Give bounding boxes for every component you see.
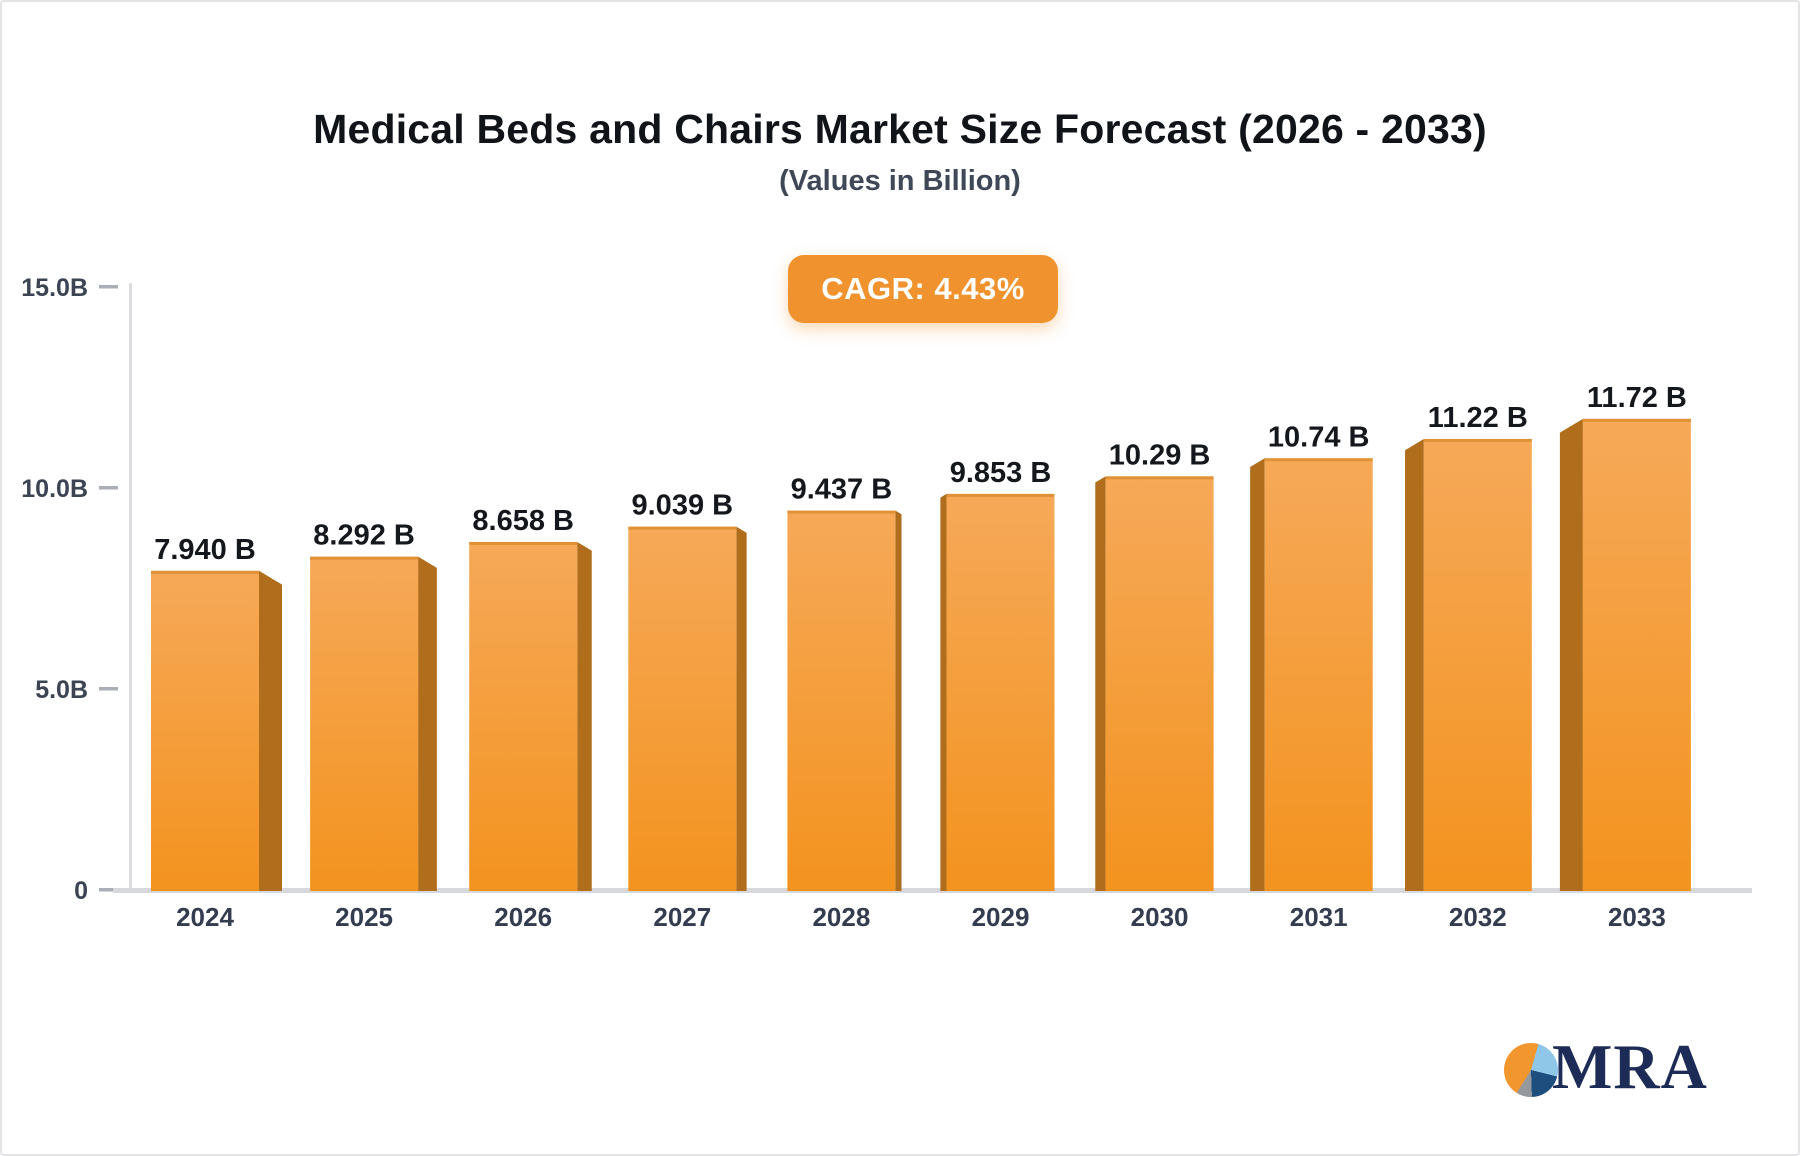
- bar-2028[interactable]: [787, 510, 896, 891]
- brand-name: MRA: [1552, 1031, 1708, 1102]
- brand-logo: MRA: [1504, 1030, 1708, 1110]
- bar-side: [736, 526, 747, 891]
- x-axis-label: 2032: [1449, 902, 1507, 932]
- bar-top-edge: [1105, 476, 1214, 480]
- x-axis-line: [113, 888, 1752, 893]
- x-axis-label: 2033: [1608, 902, 1666, 932]
- bar-value-label: 10.29 B: [1109, 439, 1211, 471]
- bar-value-label: 7.940 B: [154, 534, 256, 566]
- x-axis-label: 2031: [1290, 902, 1348, 932]
- bar-value-label: 9.039 B: [632, 490, 734, 522]
- x-axis-label: 2028: [812, 902, 870, 932]
- bar-2031[interactable]: [1264, 458, 1373, 891]
- bar-top-edge: [787, 510, 896, 514]
- bar-value-label: 11.72 B: [1587, 382, 1687, 414]
- bar-2033[interactable]: [1582, 418, 1691, 891]
- bar-side: [940, 493, 947, 891]
- bar-2032[interactable]: [1423, 438, 1532, 891]
- bar-2025[interactable]: [310, 556, 419, 891]
- y-tick-label: 5.0B: [35, 676, 88, 704]
- brand-pie-icon: [1504, 1043, 1558, 1097]
- bar-top-edge: [1582, 418, 1691, 422]
- bar-2024[interactable]: [151, 570, 259, 891]
- bar-value-label: 9.853 B: [950, 457, 1052, 489]
- bar-2026[interactable]: [469, 541, 578, 891]
- y-tick-label: 0: [74, 877, 88, 905]
- bar-side: [1095, 476, 1106, 891]
- bar-2029[interactable]: [946, 493, 1055, 891]
- bar-side: [895, 510, 902, 891]
- cagr-badge: CAGR: 4.43%: [788, 255, 1058, 323]
- x-axis-label: 2026: [494, 902, 552, 932]
- cagr-badge-label: CAGR: 4.43%: [821, 271, 1025, 306]
- bar-2027[interactable]: [628, 526, 737, 891]
- x-axis-label: 2025: [335, 902, 393, 932]
- bar-top-edge: [310, 556, 419, 560]
- bar-2030[interactable]: [1105, 476, 1214, 891]
- x-axis-label: 2027: [653, 902, 711, 932]
- y-axis-line: [129, 283, 132, 890]
- y-tick-label: 10.0B: [21, 475, 88, 503]
- y-tick-dash: [99, 285, 118, 289]
- bar-top-edge: [1264, 458, 1373, 462]
- chart-subtitle: (Values in Billion): [779, 165, 1021, 197]
- bar-top-edge: [151, 570, 259, 574]
- bar-value-label: 8.292 B: [313, 520, 415, 552]
- bar-side: [1250, 458, 1265, 891]
- y-tick-dash: [99, 687, 118, 691]
- x-axis-label: 2029: [972, 902, 1030, 932]
- x-axis-label: 2024: [176, 902, 234, 932]
- bar-side: [577, 541, 592, 891]
- y-tick-dash: [99, 888, 118, 892]
- bar-top-edge: [469, 541, 578, 545]
- y-tick-dash: [99, 486, 118, 490]
- y-tick-label: 15.0B: [21, 274, 88, 302]
- bar-side: [1559, 418, 1583, 891]
- x-axis-label: 2030: [1131, 902, 1189, 932]
- bar-value-label: 11.22 B: [1428, 402, 1528, 434]
- chart-title: Medical Beds and Chairs Market Size Fore…: [313, 106, 1487, 152]
- bar-top-edge: [946, 493, 1055, 497]
- bar-value-label: 9.437 B: [791, 474, 893, 506]
- bar-value-label: 10.74 B: [1268, 421, 1370, 453]
- bar-side: [1405, 438, 1424, 891]
- bar-value-label: 8.658 B: [472, 505, 574, 537]
- bar-top-edge: [628, 526, 737, 530]
- bar-side: [418, 556, 437, 891]
- bar-side: [259, 570, 282, 891]
- bar-top-edge: [1423, 438, 1532, 442]
